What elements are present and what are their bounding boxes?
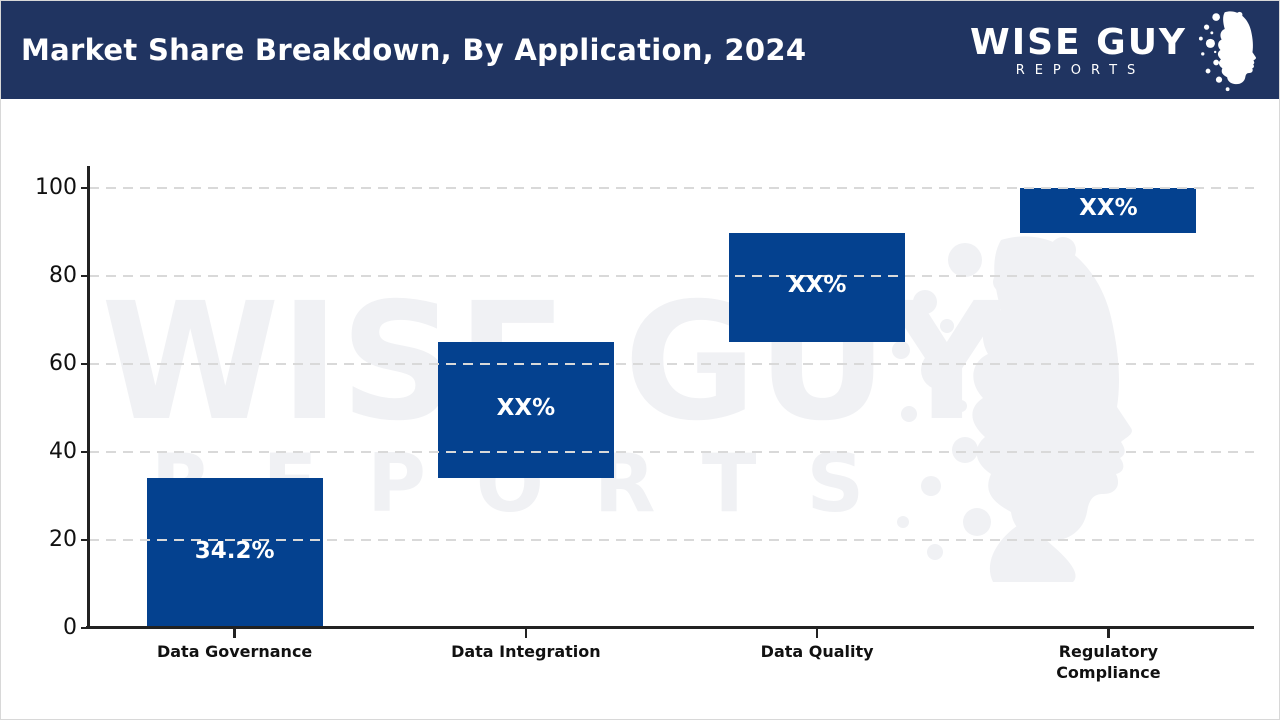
y-axis-tick xyxy=(81,187,89,190)
x-axis-tick xyxy=(524,629,528,638)
horizontal-gridline xyxy=(89,363,1254,365)
horizontal-gridline xyxy=(89,451,1254,453)
y-axis-tick xyxy=(81,451,89,454)
y-axis-tick-label: 0 xyxy=(63,615,77,640)
waterfall-bar xyxy=(1020,188,1197,233)
x-axis-tick xyxy=(815,629,819,638)
y-axis-tick xyxy=(81,627,89,630)
logo-text: WISE GUY REPORTS xyxy=(969,22,1187,78)
y-axis-tick xyxy=(81,363,89,366)
horizontal-gridline xyxy=(89,539,1254,541)
y-axis-tick-label: 80 xyxy=(49,263,77,288)
x-axis-category-label: Data Quality xyxy=(760,642,874,661)
logo-wise-guy-text: WISE GUY xyxy=(969,22,1187,63)
header-bar: Market Share Breakdown, By Application, … xyxy=(1,1,1279,99)
bar-value-label: 34.2% xyxy=(194,537,275,564)
x-axis-category-label: Data Governance xyxy=(156,642,313,661)
x-axis-tick xyxy=(1107,629,1110,638)
y-axis-spine xyxy=(87,166,90,629)
y-axis-tick-label: 100 xyxy=(35,175,77,200)
y-axis-tick-label: 60 xyxy=(49,351,77,376)
x-axis-spine xyxy=(86,626,1254,629)
bar-value-label: XX% xyxy=(787,272,847,299)
bar-value-label: XX% xyxy=(496,394,556,421)
horizontal-gridline xyxy=(89,275,1254,277)
y-axis-tick-label: 20 xyxy=(49,527,77,552)
waterfall-bar xyxy=(146,477,323,628)
horizontal-gridline xyxy=(89,187,1254,189)
waterfall-bar xyxy=(729,232,906,342)
y-axis-tick xyxy=(81,275,89,278)
x-axis-tick xyxy=(233,629,236,638)
bar-value-label: XX% xyxy=(1079,195,1138,222)
wise-guy-reports-logo: WISE GUY REPORTS xyxy=(970,7,1271,95)
logo-reports-text: REPORTS xyxy=(1015,63,1146,78)
x-axis-category-label: Regulatory Compliance xyxy=(1056,642,1161,682)
y-axis-tick-label: 40 xyxy=(49,439,77,464)
y-axis-tick xyxy=(81,539,89,542)
logo-head-icon xyxy=(1198,11,1257,92)
x-axis-category-label: Data Integration xyxy=(451,642,601,661)
page-title: Market Share Breakdown, By Application, … xyxy=(21,33,807,67)
